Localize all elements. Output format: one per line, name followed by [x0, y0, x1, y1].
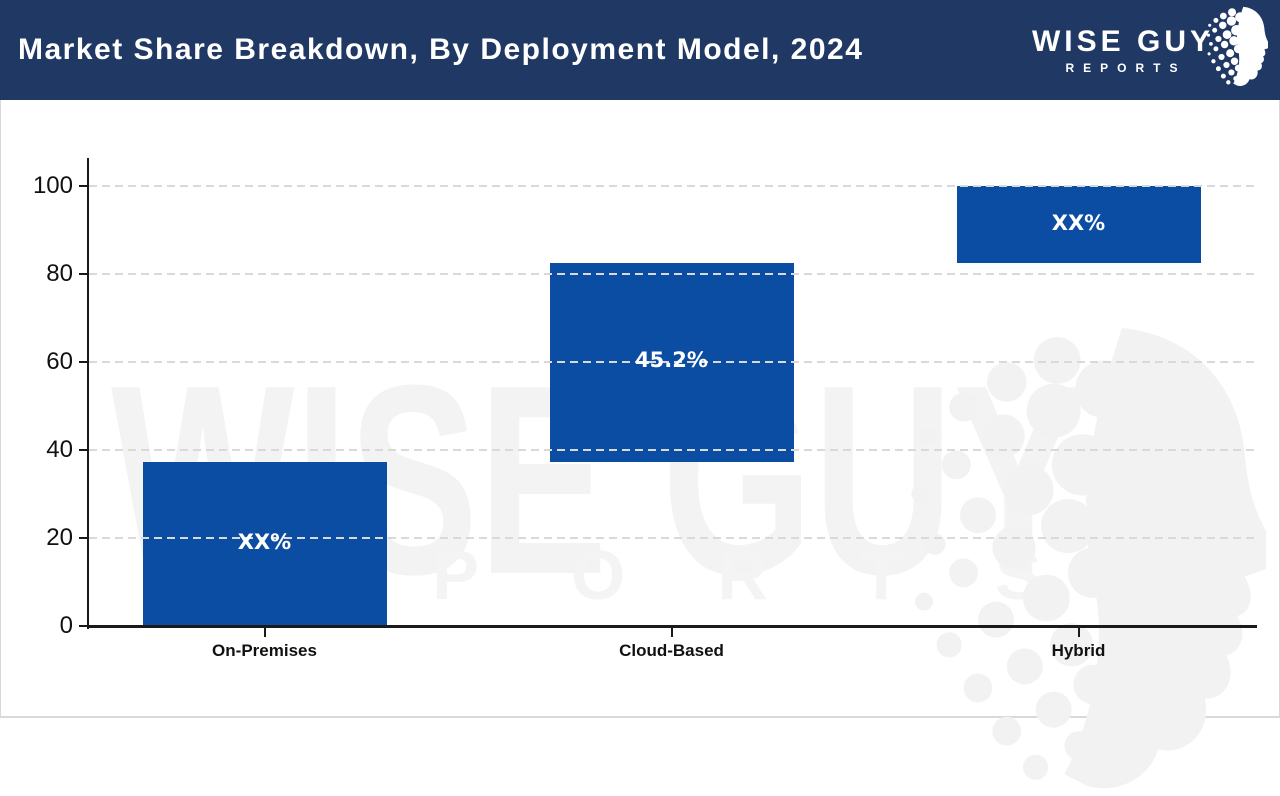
y-tick	[79, 537, 87, 539]
y-axis-line	[87, 158, 89, 629]
gridline	[89, 361, 1257, 363]
x-category-label: Hybrid	[1051, 641, 1106, 660]
x-tick	[1077, 628, 1080, 637]
y-tick-label: 100	[32, 172, 73, 199]
brand-text: WISE GUY REPORTS	[1032, 25, 1214, 75]
bar-hybrid	[956, 186, 1201, 263]
bar-value-label: XX%	[1051, 210, 1106, 235]
y-tick	[79, 185, 87, 187]
gridline	[89, 185, 1257, 187]
x-axis-line	[87, 625, 1257, 628]
bar-on-premises	[142, 461, 387, 626]
gridline	[89, 273, 1257, 275]
y-tick-label: 20	[46, 524, 73, 551]
brand-subtitle: REPORTS	[1065, 61, 1187, 75]
plot-area: 0 20 40 60 80 100 XX% On-Premises 45.2% Cloud-Bas…	[1, 0, 1280, 720]
brand-logo: WISE GUY REPORTS	[1032, 6, 1268, 88]
x-category-label: On-Premises	[212, 641, 317, 660]
x-tick	[670, 628, 673, 637]
bar-value-label: 45.2%	[635, 348, 708, 373]
x-tick	[263, 628, 266, 637]
y-tick	[79, 273, 87, 275]
x-category-label: Cloud-Based	[619, 641, 724, 660]
header: Market Share Breakdown, By Deployment Mo…	[0, 0, 1280, 100]
gridline	[89, 537, 1257, 539]
brand-name: WISE GUY	[1031, 25, 1214, 58]
gridline	[89, 449, 1257, 451]
y-tick-label: 60	[46, 348, 73, 375]
y-tick-label: 0	[59, 612, 73, 639]
report-image: Market Share Breakdown, By Deployment Mo…	[0, 0, 1280, 720]
y-tick	[79, 449, 87, 451]
y-tick-label: 40	[46, 436, 73, 463]
y-tick	[79, 361, 87, 363]
chart-figure: WISE GUY REPORTS 0 20 40 60 80 100 XX% On-Premi…	[0, 100, 1280, 718]
y-tick-label: 80	[46, 260, 73, 287]
bar-value-label: XX%	[237, 529, 292, 554]
y-tick	[79, 625, 87, 627]
chart-title: Market Share Breakdown, By Deployment Mo…	[18, 33, 864, 66]
